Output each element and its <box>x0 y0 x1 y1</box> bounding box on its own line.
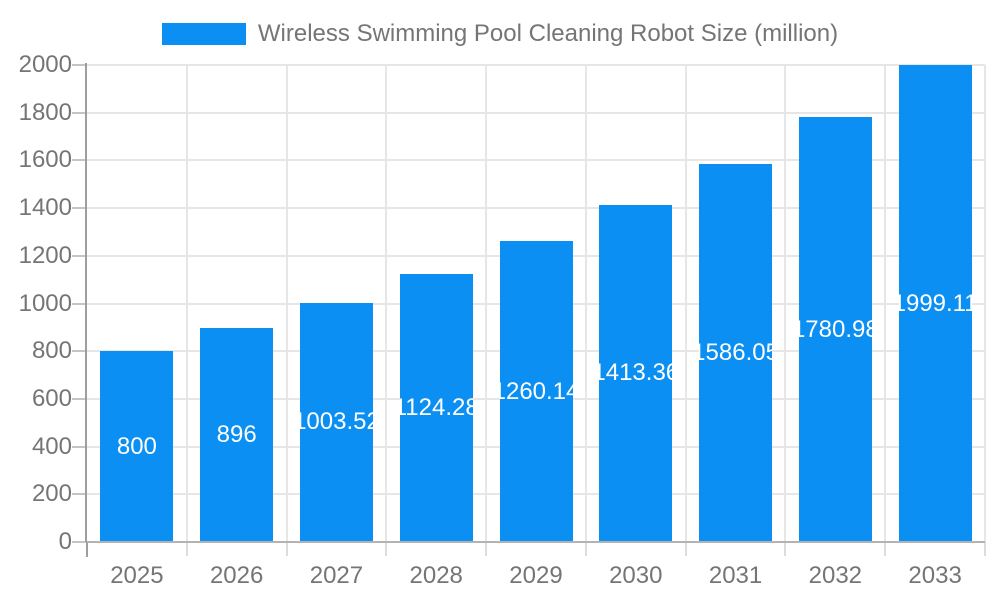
x-gridline <box>684 65 687 542</box>
x-axis-tick <box>86 542 88 557</box>
x-axis-label: 2027 <box>309 562 364 589</box>
x-axis-tick <box>584 542 587 556</box>
x-axis-label: 2030 <box>609 562 663 589</box>
y-axis-label: 400 <box>31 432 72 460</box>
bar[interactable]: 800 <box>100 351 174 542</box>
legend[interactable]: Wireless Swimming Pool Cleaning Robot Si… <box>0 20 1000 48</box>
bar-value-label: 1003.52 <box>300 408 373 436</box>
bar-value-label: 1586.05 <box>699 338 772 366</box>
x-gridline <box>485 65 488 542</box>
y-axis-tick <box>72 397 87 400</box>
x-axis-label: 2032 <box>808 562 863 589</box>
legend-label: Wireless Swimming Pool Cleaning Robot Si… <box>257 20 839 47</box>
y-axis-label: 1800 <box>18 98 72 126</box>
x-gridline <box>784 65 787 542</box>
x-axis-tick <box>185 542 188 556</box>
x-axis-label: 2028 <box>409 562 463 589</box>
x-axis-label: 2031 <box>708 562 763 589</box>
x-gridline <box>984 65 986 542</box>
bar[interactable]: 1124.28 <box>399 273 473 542</box>
x-gridline <box>884 65 887 542</box>
y-axis-tick <box>72 159 87 162</box>
x-axis-label: 2025 <box>110 562 164 589</box>
y-axis-label: 1000 <box>18 289 72 317</box>
y-axis-tick <box>72 350 87 353</box>
y-gridline <box>87 111 985 114</box>
y-axis-label: 800 <box>31 337 72 365</box>
x-axis-tick <box>884 542 887 556</box>
y-axis-tick <box>72 64 87 66</box>
y-axis-tick <box>72 302 87 305</box>
y-axis-label: 1400 <box>18 194 72 222</box>
y-axis-tick <box>72 111 87 114</box>
y-axis-label: 1600 <box>18 146 72 174</box>
y-axis-line <box>85 63 87 542</box>
y-axis-label: 200 <box>31 480 72 508</box>
y-axis-tick <box>72 254 87 257</box>
y-axis-label: 600 <box>31 384 72 412</box>
bar[interactable]: 1413.36 <box>599 204 673 542</box>
bar[interactable]: 1003.52 <box>299 302 373 542</box>
y-axis-tick <box>72 207 87 210</box>
y-axis-label: 0 <box>58 528 72 555</box>
x-gridline <box>285 65 288 542</box>
y-axis-label: 2000 <box>18 51 72 78</box>
bar-value-label: 1999.11 <box>898 289 972 317</box>
bar[interactable]: 1586.05 <box>699 163 773 542</box>
x-axis-line <box>87 541 985 543</box>
y-axis-label: 1200 <box>18 241 72 269</box>
bar-value-label: 1413.36 <box>599 359 672 387</box>
x-axis-tick <box>385 542 388 556</box>
y-axis-tick <box>72 541 87 543</box>
y-axis-tick <box>72 493 87 496</box>
x-gridline <box>185 65 188 542</box>
x-axis-tick <box>285 542 288 556</box>
y-gridline <box>87 207 985 210</box>
y-axis-tick <box>72 445 87 448</box>
bar-value-label: 896 <box>216 421 257 449</box>
x-gridline <box>584 65 587 542</box>
x-axis-tick <box>684 542 687 556</box>
x-gridline <box>385 65 388 542</box>
x-axis-label: 2029 <box>509 562 563 589</box>
y-gridline <box>87 159 985 162</box>
bar-value-label: 1124.28 <box>400 393 473 421</box>
y-gridline <box>87 64 985 66</box>
bar[interactable]: 1999.11 <box>898 65 972 542</box>
x-axis-label: 2026 <box>209 562 264 589</box>
x-axis-tick <box>784 542 787 556</box>
bar-value-label: 1260.14 <box>500 377 573 405</box>
bar-value-label: 800 <box>116 432 157 460</box>
x-axis-tick <box>984 542 986 556</box>
bar[interactable]: 896 <box>200 328 274 542</box>
plot-area: 0 200 400 600 800 1000 1200 1400 1600 1800 2000 800… <box>19 51 986 589</box>
x-axis-tick <box>485 542 488 556</box>
x-axis-label: 2033 <box>908 562 962 589</box>
legend-swatch <box>161 23 246 45</box>
bar[interactable]: 1260.14 <box>499 241 573 542</box>
